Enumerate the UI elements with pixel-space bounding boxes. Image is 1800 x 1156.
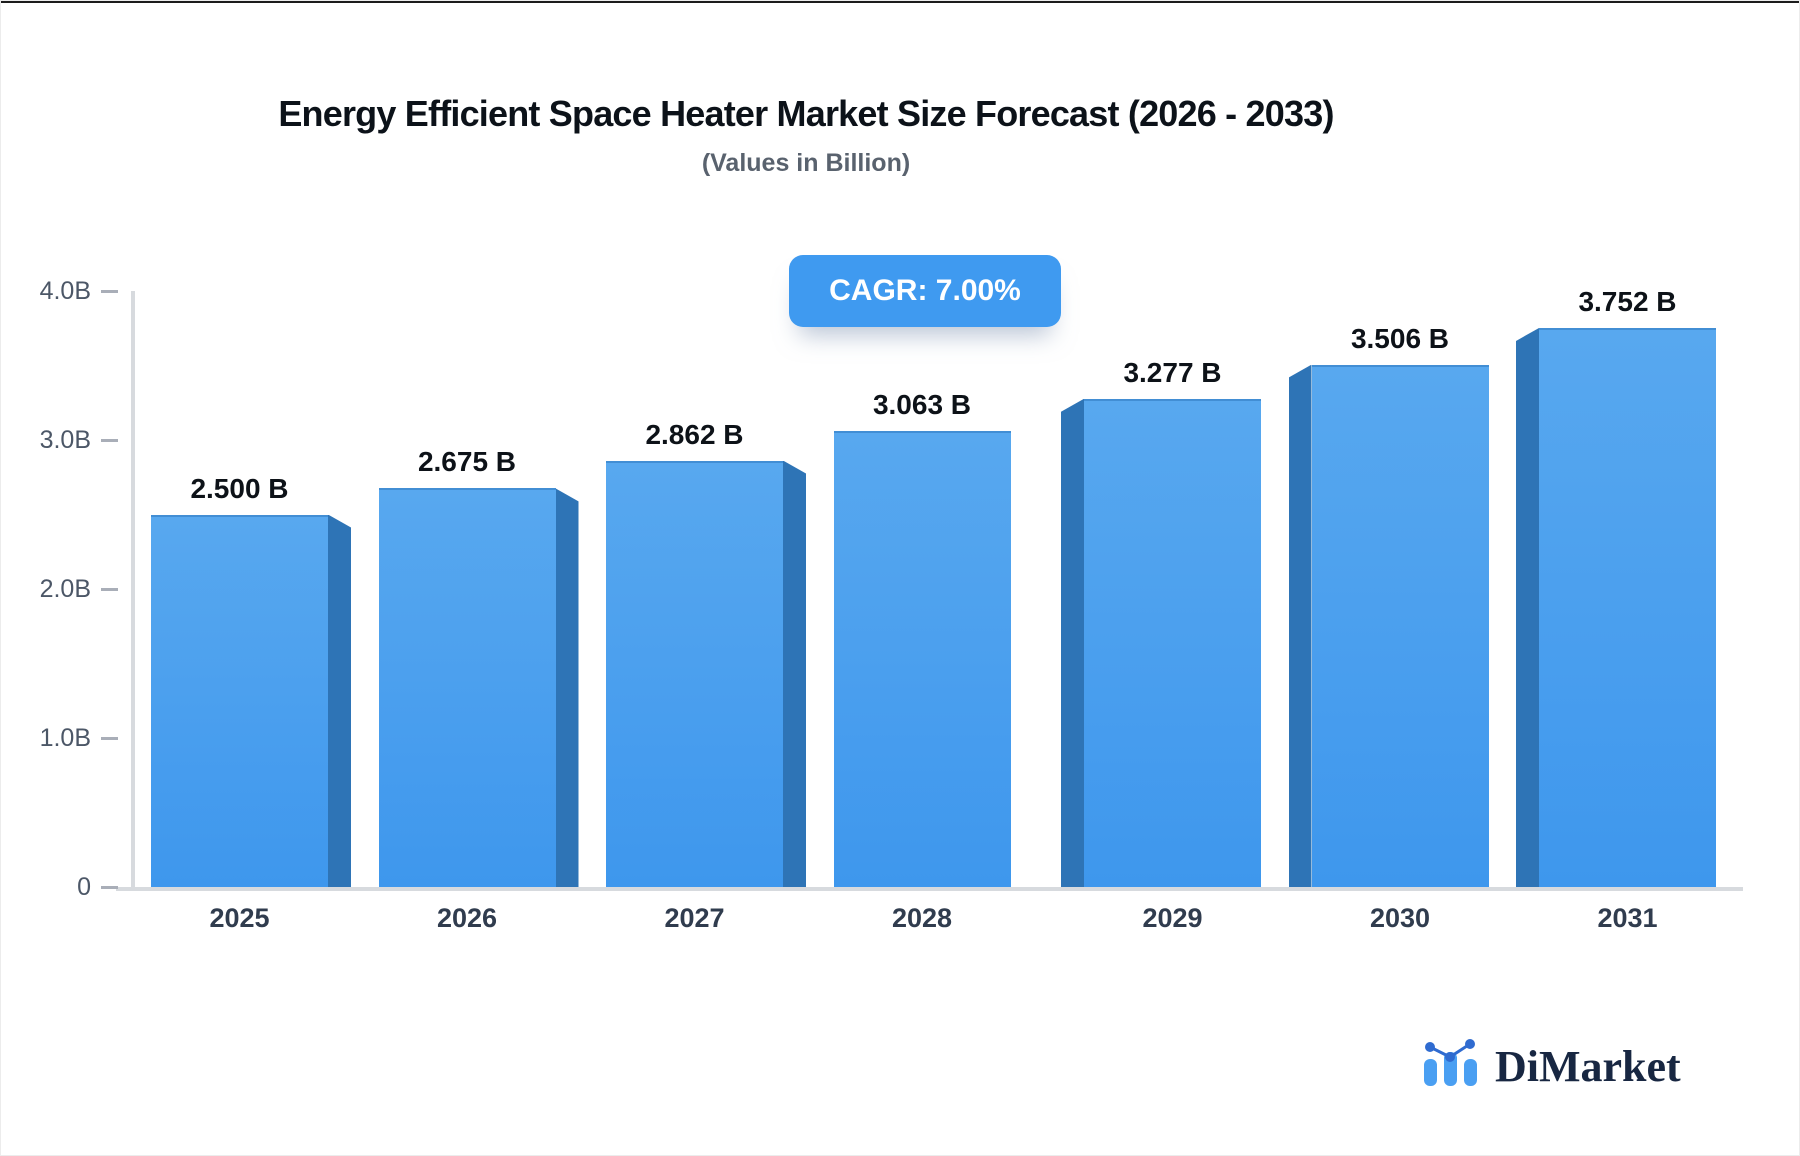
bar-face-2029 xyxy=(1084,398,1261,887)
x-tick-label: 2031 xyxy=(1597,903,1658,933)
x-tick-label: 2026 xyxy=(436,903,498,933)
bar-side-2026 xyxy=(555,488,579,887)
y-tick-dash xyxy=(101,588,118,591)
bar-value-label: 2.675 B xyxy=(417,446,517,478)
bar-face-2028 xyxy=(833,430,1011,887)
y-tick-label: 1.0B xyxy=(39,724,91,752)
bar-value-label: 3.752 B xyxy=(1578,285,1677,317)
y-tick-dash xyxy=(101,290,118,293)
logo-text: DiMarket xyxy=(1495,1042,1681,1091)
x-tick-label: 2030 xyxy=(1369,903,1431,933)
x-tick-label: 2029 xyxy=(1142,903,1203,933)
bar-face-2026 xyxy=(378,488,556,887)
bar-face-2027 xyxy=(606,460,783,887)
y-tick-dash xyxy=(101,886,118,889)
bar-value-label: 3.506 B xyxy=(1350,322,1450,354)
page-title: Energy Efficient Space Heater Market Siz… xyxy=(278,93,1334,134)
y-tick-dash xyxy=(101,737,118,740)
bar-side-2030 xyxy=(1288,364,1312,887)
page-subtitle: (Values in Billion) xyxy=(701,149,911,177)
bar-chart-logo-icon xyxy=(1424,1039,1477,1086)
bar-value-label: 2.862 B xyxy=(645,418,744,450)
y-tick-label: 4.0B xyxy=(39,277,91,305)
bar-face-2030 xyxy=(1311,364,1489,887)
bar-face-2031 xyxy=(1539,327,1716,887)
bar-side-2031 xyxy=(1516,327,1539,887)
y-axis-line xyxy=(131,291,135,889)
bar-value-label: 3.277 B xyxy=(1123,356,1222,388)
x-axis-line xyxy=(116,887,1743,891)
cagr-badge-label: CAGR: 7.00% xyxy=(829,274,1021,307)
y-tick-label: 2.0B xyxy=(39,575,91,603)
dimarket-logo: DiMarket xyxy=(1419,1037,1681,1089)
bar-side-2029 xyxy=(1061,398,1084,887)
x-tick-label: 2028 xyxy=(891,903,953,933)
x-tick-label: 2027 xyxy=(664,903,725,933)
window-top-edge xyxy=(1,1,1799,3)
bar-value-label: 3.063 B xyxy=(872,388,972,420)
bar-side-2027 xyxy=(783,460,806,887)
bar-value-label: 2.500 B xyxy=(190,472,289,504)
y-tick-label: 3.0B xyxy=(39,426,91,454)
bar-face-2025 xyxy=(151,514,328,887)
y-tick-dash xyxy=(101,439,118,442)
bar-side-2025 xyxy=(328,514,351,887)
y-tick-label: 0 xyxy=(77,873,91,901)
cagr-badge: CAGR: 7.00% xyxy=(789,255,1061,327)
x-tick-label: 2025 xyxy=(209,903,270,933)
